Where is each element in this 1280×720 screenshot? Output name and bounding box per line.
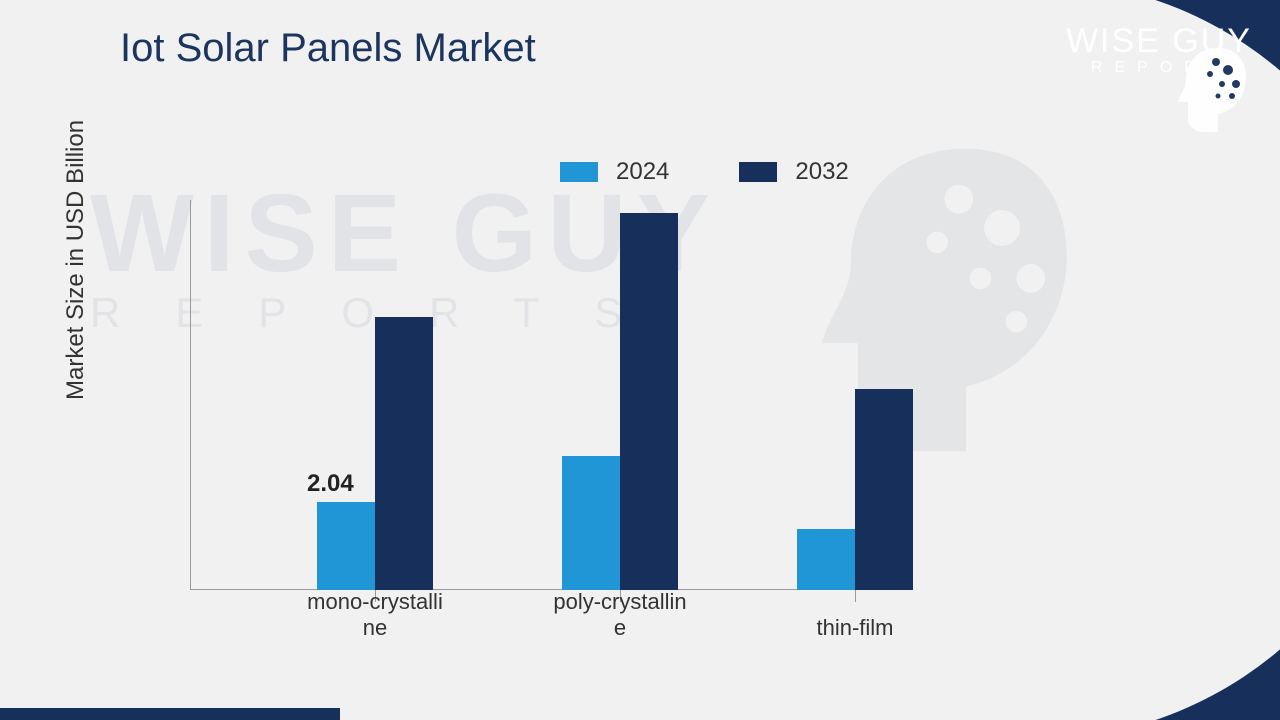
chart-title: Iot Solar Panels Market xyxy=(120,26,536,71)
bar-group xyxy=(562,213,678,590)
brand-logo: WISE GUY REPORTS xyxy=(1066,22,1252,77)
legend-item-2032: 2032 xyxy=(739,158,848,186)
legend-label-2032: 2032 xyxy=(795,158,848,186)
bar xyxy=(375,317,433,590)
chart-area: mono-crystallinepoly-crystallinethin-fil… xyxy=(130,200,910,640)
category-label: poly-crystalline xyxy=(550,589,690,640)
bar-group xyxy=(797,389,913,591)
bar xyxy=(562,456,620,590)
y-axis-line xyxy=(190,200,191,590)
category-label: mono-crystalline xyxy=(305,589,445,640)
legend-item-2024: 2024 xyxy=(560,158,669,186)
bar xyxy=(317,502,375,590)
chart-stage: WISE GUY REPORTS WISE GUY REPORTS Iot So… xyxy=(0,0,1280,720)
bar xyxy=(855,389,913,591)
brand-head-icon xyxy=(1158,40,1258,140)
legend-swatch-2032 xyxy=(739,162,777,182)
footer-accent-bar xyxy=(0,708,340,720)
category-label: thin-film xyxy=(785,615,925,640)
x-tick xyxy=(855,590,856,602)
legend-label-2024: 2024 xyxy=(616,158,669,186)
bar-group xyxy=(317,317,433,590)
y-axis-label: Market Size in USD Billion xyxy=(62,120,90,400)
bar xyxy=(797,529,855,590)
bar xyxy=(620,213,678,590)
bar-value-label: 2.04 xyxy=(307,470,354,498)
legend-swatch-2024 xyxy=(560,162,598,182)
legend: 2024 2032 xyxy=(560,158,849,186)
